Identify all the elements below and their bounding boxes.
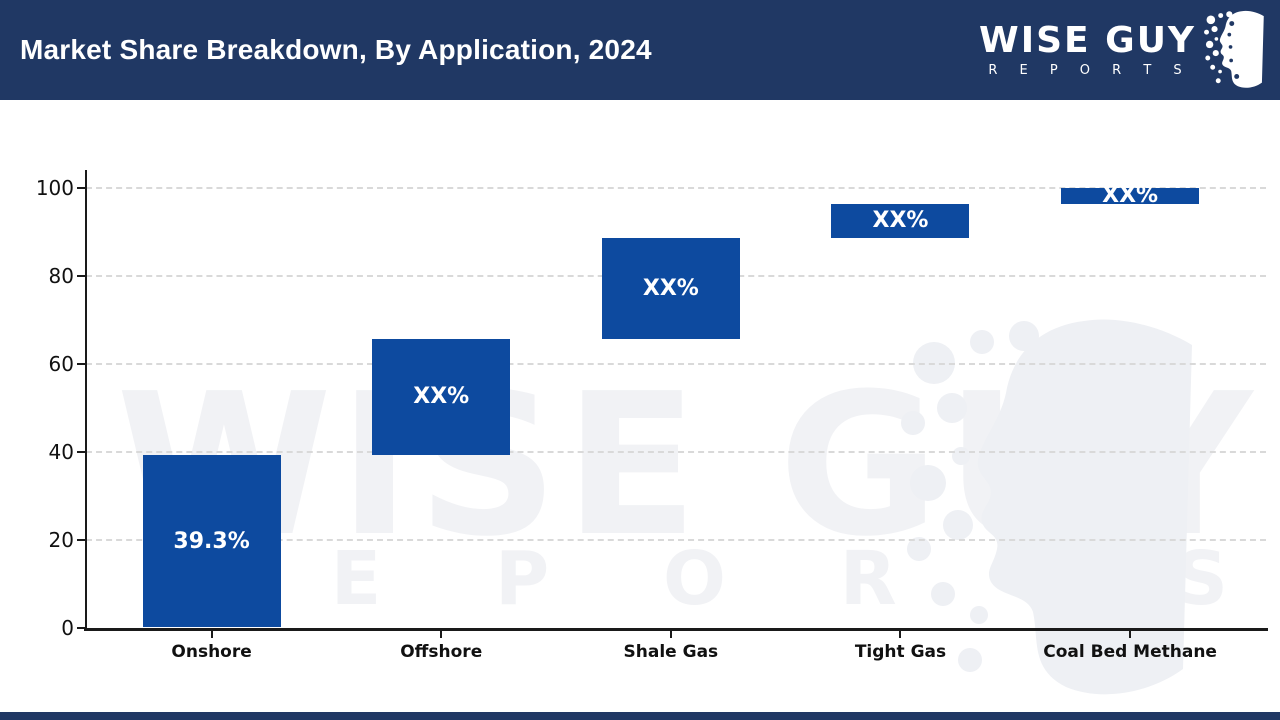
logo-sub-text: R E P O R T S bbox=[988, 62, 1191, 78]
x-tick-mark bbox=[210, 630, 213, 638]
x-tick-label: Coal Bed Methane bbox=[1043, 641, 1217, 662]
y-gridline bbox=[86, 450, 1266, 453]
y-tick-label: 80 bbox=[48, 263, 74, 288]
y-gridline bbox=[86, 362, 1266, 365]
x-tick-label: Onshore bbox=[171, 641, 252, 662]
x-axis-line bbox=[84, 627, 1268, 631]
x-tick-mark bbox=[1129, 630, 1132, 638]
page-title: Market Share Breakdown, By Application, … bbox=[20, 34, 652, 65]
y-gridline bbox=[86, 538, 1266, 541]
wise-guy-reports-logo: WISE GUY R E P O R T S bbox=[979, 10, 1280, 90]
y-tick-mark bbox=[77, 538, 85, 541]
bar-segment: 39.3% bbox=[142, 454, 281, 628]
x-tick-label: Tight Gas bbox=[854, 641, 947, 662]
x-tick-label: Shale Gas bbox=[623, 641, 719, 662]
y-tick-label: 40 bbox=[48, 439, 74, 464]
x-tick-mark bbox=[669, 630, 672, 638]
bar-segment: XX% bbox=[1061, 183, 1200, 208]
bar-segment: XX% bbox=[601, 237, 740, 340]
footer-banner bbox=[0, 712, 1280, 720]
x-tick-label: Offshore bbox=[400, 641, 483, 662]
bar-value-label: XX% bbox=[642, 275, 699, 301]
y-tick-label: 20 bbox=[48, 527, 74, 552]
bar-value-label: 39.3% bbox=[173, 528, 250, 554]
y-tick-label: 100 bbox=[35, 175, 74, 200]
y-tick-mark bbox=[77, 186, 85, 189]
watermark-head-icon bbox=[901, 319, 1192, 695]
logo-text: WISE GUY R E P O R T S bbox=[978, 19, 1196, 78]
y-gridline bbox=[86, 186, 1266, 189]
y-tick-mark bbox=[77, 274, 85, 277]
y-axis-line bbox=[85, 169, 87, 630]
header-banner: Market Share Breakdown, By Application, … bbox=[0, 0, 1280, 100]
chart-area: WISE GUY R E P O R T S 0 20 40 60 80 100 Onsho… bbox=[0, 100, 1280, 712]
bar-segment: XX% bbox=[831, 203, 970, 238]
bar-value-label: XX% bbox=[1102, 183, 1159, 209]
y-tick-mark bbox=[77, 626, 85, 629]
logo-brand-text: WISE GUY bbox=[978, 19, 1196, 61]
x-tick-mark bbox=[899, 630, 902, 638]
y-tick-mark bbox=[77, 450, 85, 453]
y-tick-mark bbox=[77, 362, 85, 365]
bar-value-label: XX% bbox=[872, 208, 929, 234]
x-tick-mark bbox=[440, 630, 443, 638]
bar-segment: XX% bbox=[372, 339, 511, 455]
y-tick-label: 0 bbox=[61, 615, 74, 640]
y-tick-label: 60 bbox=[48, 351, 74, 376]
bar-value-label: XX% bbox=[413, 384, 470, 410]
head-profile-icon bbox=[1204, 10, 1264, 88]
